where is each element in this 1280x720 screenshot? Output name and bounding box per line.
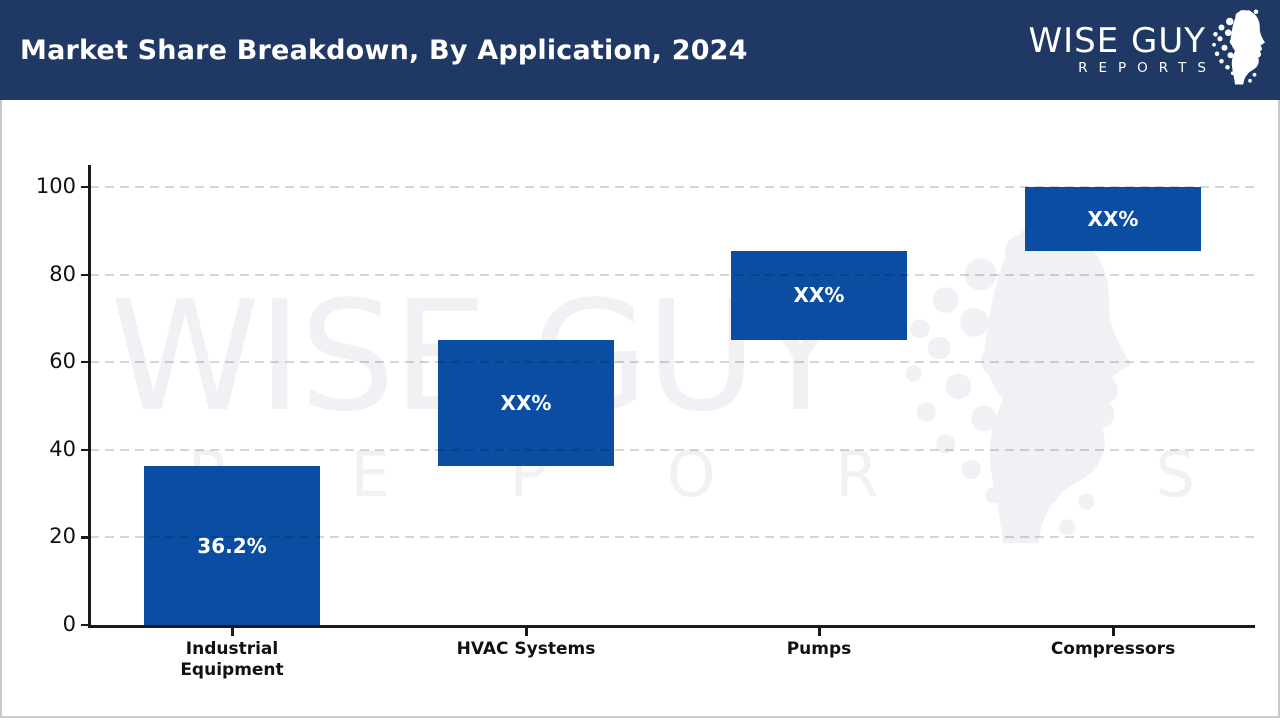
x-axis-tick xyxy=(1112,627,1115,636)
bar-segment: XX% xyxy=(1025,187,1201,251)
bar-segment: 36.2% xyxy=(144,466,320,625)
y-axis-tick xyxy=(81,186,88,189)
y-axis-tick-label: 20 xyxy=(49,524,76,549)
y-axis-tick-label: 60 xyxy=(49,349,76,374)
gridline xyxy=(90,273,1255,276)
x-axis-tick xyxy=(818,627,821,636)
y-axis-tick xyxy=(81,273,88,276)
header-bar: Market Share Breakdown, By Application, … xyxy=(0,0,1280,100)
brand-name: WISE GUY xyxy=(1028,21,1206,61)
gridline xyxy=(90,448,1255,451)
y-axis-spine xyxy=(88,165,91,627)
brand-logo-text: WISE GUY REPORTS xyxy=(1028,23,1206,77)
page-title: Market Share Breakdown, By Application, … xyxy=(20,34,748,66)
bar-value-label: XX% xyxy=(500,391,552,416)
x-axis-spine xyxy=(88,625,1255,628)
bar-segment: XX% xyxy=(438,340,614,467)
y-axis-tick xyxy=(81,536,88,539)
plot-area: 0 20 40 60 80 100 36.2% Industrial Equipment XX%… xyxy=(36,165,1255,680)
y-axis-tick-label: 80 xyxy=(49,261,76,286)
x-axis-category-label: Pumps xyxy=(786,639,852,659)
bar-segment: XX% xyxy=(731,250,907,341)
bar-value-label: 36.2% xyxy=(197,533,267,558)
y-axis-tick-label: 0 xyxy=(62,612,76,636)
bar-value-label: XX% xyxy=(1087,206,1139,231)
y-axis-tick xyxy=(81,361,88,364)
x-axis-category-label: Compressors xyxy=(1050,639,1176,659)
x-axis-category-label: Industrial Equipment xyxy=(180,639,284,680)
gridline xyxy=(90,186,1255,188)
y-axis-tick-label: 100 xyxy=(35,174,76,198)
wiseguy-head-icon xyxy=(1212,9,1265,85)
bar-value-label: XX% xyxy=(793,283,845,308)
y-axis-tick-label: 40 xyxy=(49,436,76,461)
chart-area: WISE GUY R E P O R T S 0 20 40 60 80 100 36.2%… xyxy=(0,100,1280,718)
x-axis-tick xyxy=(525,627,528,636)
brand-logo: WISE GUY REPORTS xyxy=(1028,6,1268,94)
x-axis-category-label: HVAC Systems xyxy=(456,639,596,659)
y-axis-tick xyxy=(81,624,88,627)
gridline xyxy=(90,536,1255,539)
x-axis-tick xyxy=(231,627,234,636)
brand-subname: REPORTS xyxy=(1078,60,1217,76)
gridline xyxy=(90,361,1255,364)
y-axis-tick xyxy=(81,448,88,451)
